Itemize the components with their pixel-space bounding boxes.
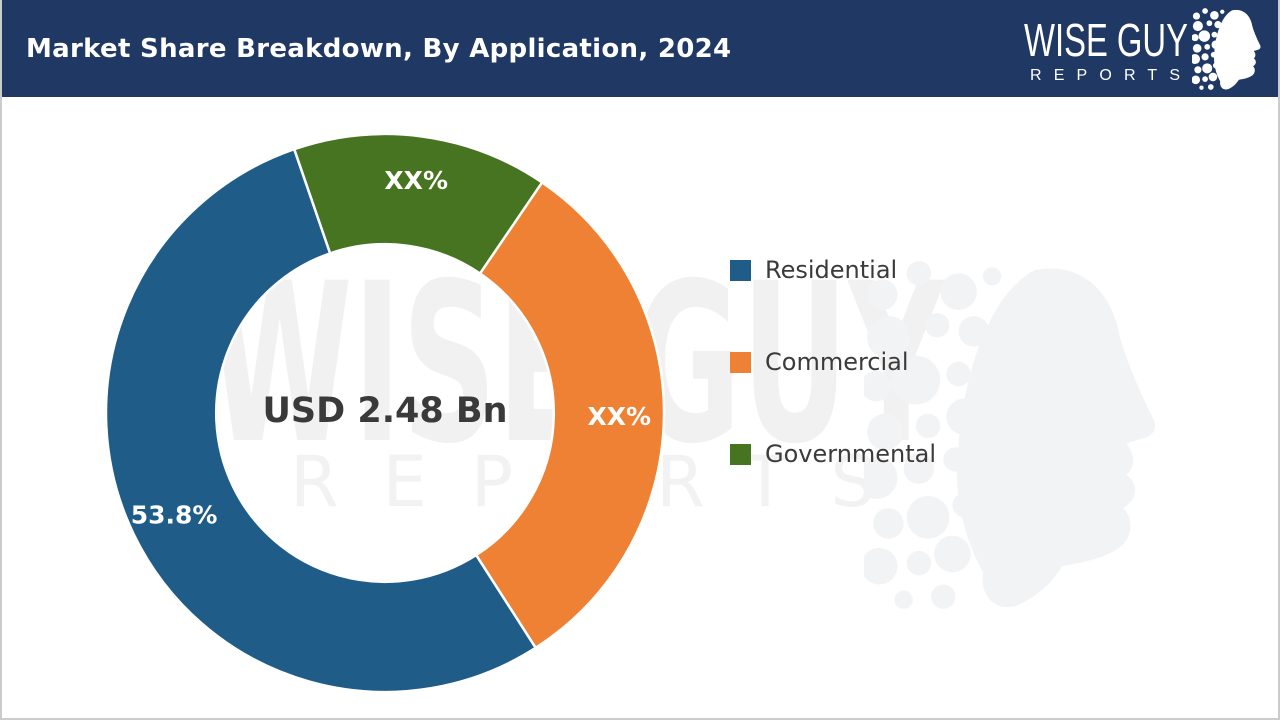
donut-center-value: USD 2.48 Bn	[262, 391, 508, 431]
donut-slice-residential	[104, 147, 537, 694]
slice-label-residential: 53.8%	[131, 501, 218, 530]
logo-subtext: REPORTS	[1030, 67, 1180, 84]
legend-item-residential: Residential	[730, 256, 936, 284]
slice-label-governmental: XX%	[384, 166, 448, 195]
legend-swatch-commercial	[730, 351, 751, 373]
wiseguy-logo: WISE GUY REPORTS	[1024, 7, 1261, 90]
legend-label: Governmental	[765, 440, 937, 468]
header: Market Share Breakdown, By Application, …	[2, 0, 1278, 97]
legend-label: Commercial	[765, 348, 909, 376]
legend: Residential Commercial Governmental	[730, 256, 936, 532]
legend-label: Residential	[765, 256, 898, 284]
face-dots-icon	[1192, 7, 1261, 90]
donut-slice-commercial	[474, 181, 666, 650]
donut-chart: XX% XX% 53.8%	[104, 132, 666, 694]
slice-label-commercial: XX%	[587, 402, 651, 431]
legend-swatch-residential	[730, 259, 751, 281]
logo-wordmark: WISE GUY	[1024, 14, 1188, 66]
legend-swatch-governmental	[730, 443, 751, 465]
page-title: Market Share Breakdown, By Application, …	[26, 33, 732, 64]
legend-item-governmental: Governmental	[730, 440, 936, 468]
chart-area: WISE GUY REPORTS XX%XX%53.8% USD 2.48 Bn…	[2, 97, 1278, 718]
legend-item-commercial: Commercial	[730, 348, 936, 376]
